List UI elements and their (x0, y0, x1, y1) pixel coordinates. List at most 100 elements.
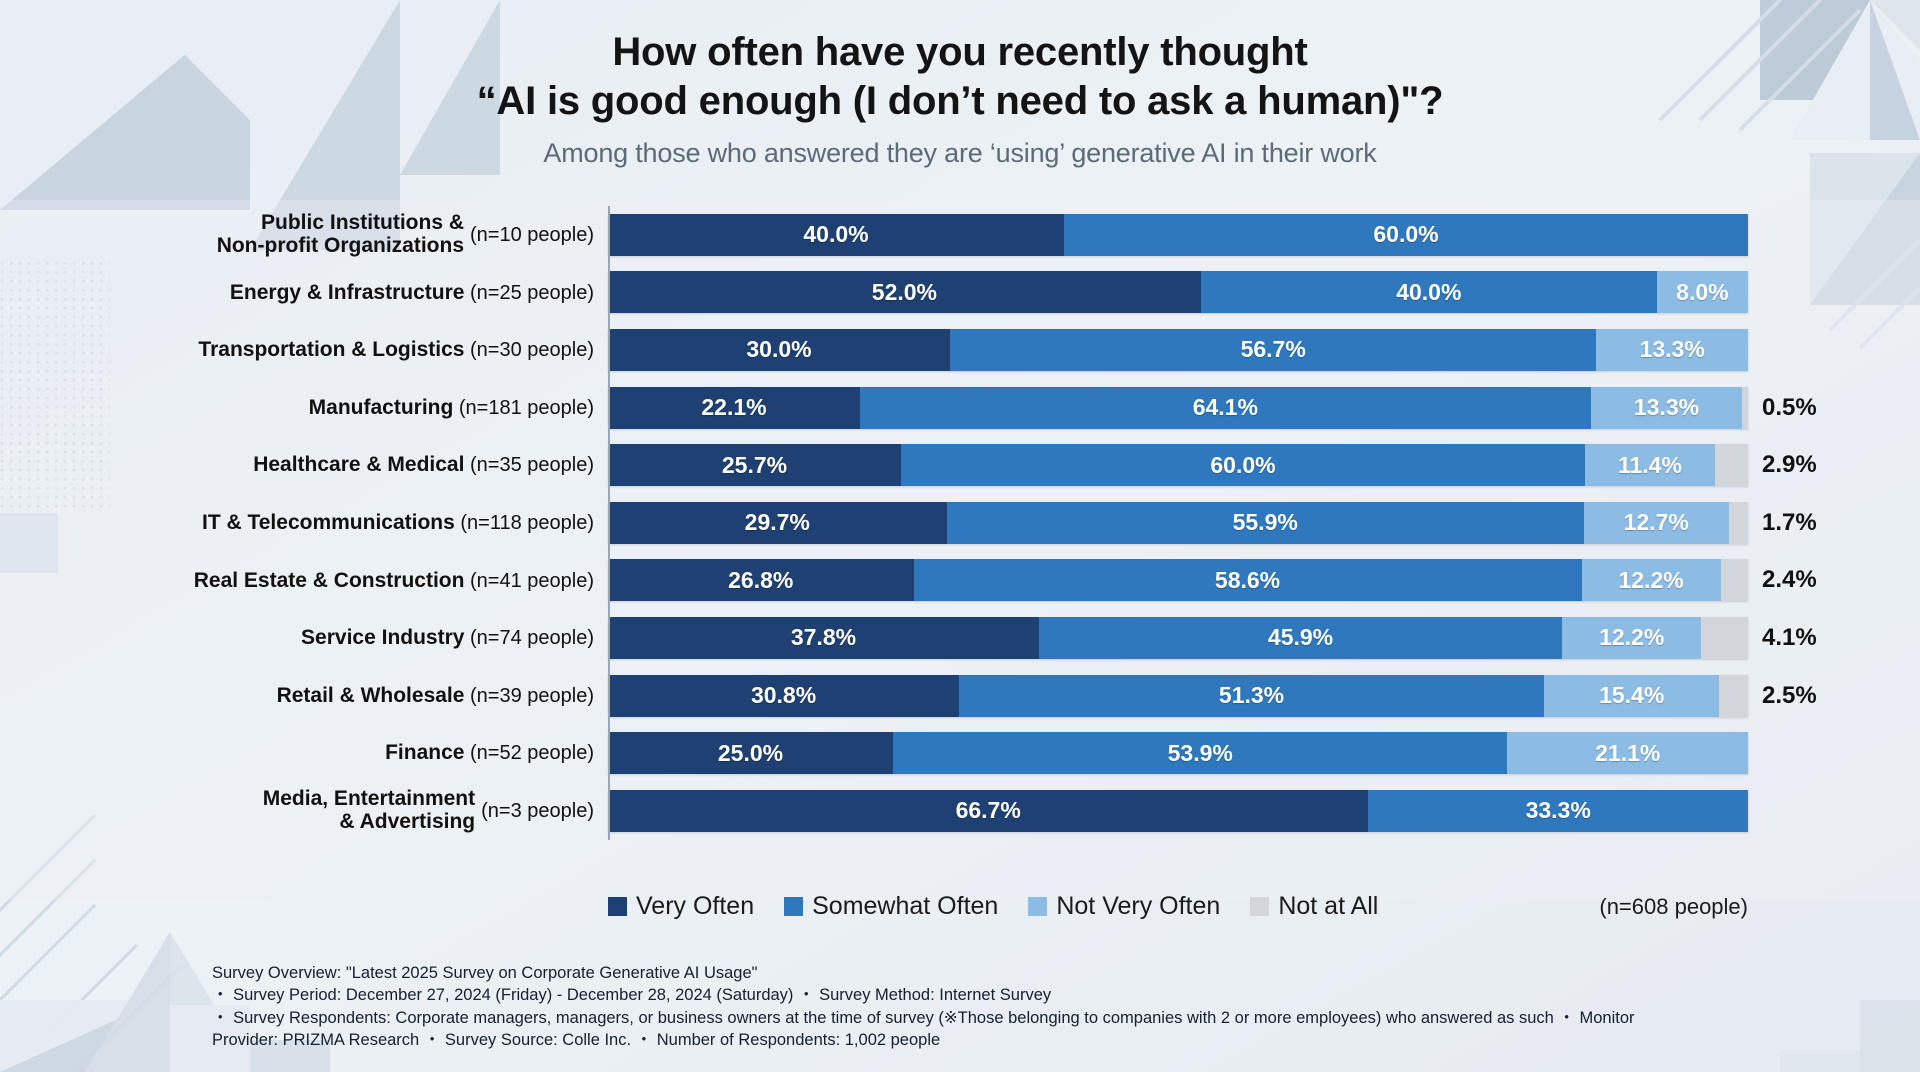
segment-value-label: 37.8% (790, 624, 857, 651)
bar-segment-not-very-often[interactable]: 11.4% (1584, 444, 1715, 487)
bar-container: 25.7% 60.0% 11.4% 2.9% (608, 436, 1920, 494)
stacked-bar[interactable]: 25.7% 60.0% 11.4% (608, 444, 1748, 487)
bar-container: 66.7% 33.3% (608, 782, 1920, 840)
row-category-label: Service Industry (301, 626, 465, 650)
outside-value-label: 2.5% (1762, 681, 1817, 709)
stacked-bar[interactable]: 40.0% 60.0% (608, 213, 1748, 256)
row-label: Transportation & Logistics (n=30 people) (0, 338, 608, 362)
bar-segment-very-often[interactable]: 30.8% (608, 674, 960, 717)
bar-segment-not-very-often[interactable]: 12.2% (1581, 559, 1721, 602)
bar-segment-somewhat-often[interactable]: 51.3% (959, 674, 1544, 717)
bar-segment-somewhat-often[interactable]: 45.9% (1038, 616, 1563, 659)
legend-swatch-icon (1250, 897, 1270, 916)
chart-row: Healthcare & Medical (n=35 people) 25.7% 6… (0, 436, 1920, 494)
legend-swatch-icon (784, 897, 804, 916)
bar-segment-not-very-often[interactable]: 13.3% (1596, 328, 1748, 371)
title-line-1: How often have you recently thought (612, 30, 1308, 74)
segment-value-label: 12.2% (1618, 566, 1684, 593)
page-title: How often have you recently thought “AI … (0, 28, 1920, 126)
bar-segment-not-very-often[interactable]: 13.3% (1590, 386, 1743, 429)
bar-segment-not-at-all[interactable] (1720, 559, 1748, 602)
bar-segment-somewhat-often[interactable]: 60.0% (1064, 213, 1748, 256)
bar-segment-very-often[interactable]: 40.0% (608, 213, 1064, 256)
bar-segment-not-very-often[interactable]: 12.7% (1583, 501, 1729, 544)
segment-value-label: 33.3% (1525, 797, 1591, 824)
bar-container: 30.0% 56.7% 13.3% (608, 321, 1920, 379)
bar-segment-not-at-all[interactable] (1742, 386, 1748, 429)
segment-value-label: 40.0% (803, 221, 869, 248)
chart-row: Manufacturing (n=181 people) 22.1% 64.1% 13… (0, 379, 1920, 437)
bar-segment-very-often[interactable]: 22.1% (608, 386, 860, 429)
bar-container: 22.1% 64.1% 13.3% 0.5% (608, 379, 1920, 437)
row-sample-size: (n=74 people) (464, 627, 594, 650)
bar-segment-not-at-all[interactable] (1728, 501, 1748, 544)
bar-segment-not-at-all[interactable] (1719, 674, 1748, 717)
bar-segment-very-often[interactable]: 25.7% (608, 444, 901, 487)
bar-segment-somewhat-often[interactable]: 55.9% (946, 501, 1584, 544)
bar-container: 52.0% 40.0% 8.0% (608, 264, 1920, 322)
bar-segment-not-very-often[interactable]: 8.0% (1656, 271, 1748, 314)
bar-segment-not-at-all[interactable] (1701, 616, 1748, 659)
bar-segment-very-often[interactable]: 26.8% (608, 559, 914, 602)
legend-item[interactable]: Not at All (1250, 892, 1378, 921)
legend-item[interactable]: Not Very Often (1028, 892, 1220, 921)
bar-segment-somewhat-often[interactable]: 56.7% (950, 328, 1597, 371)
bar-segment-very-often[interactable]: 37.8% (608, 616, 1039, 659)
bar-segment-very-often[interactable]: 66.7% (608, 789, 1369, 832)
segment-value-label: 25.0% (717, 739, 784, 766)
bar-segment-somewhat-often[interactable]: 64.1% (859, 386, 1591, 429)
bar-segment-not-very-often[interactable]: 21.1% (1507, 732, 1748, 775)
row-sample-size: (n=3 people) (481, 799, 594, 822)
legend-item[interactable]: Somewhat Often (784, 892, 998, 921)
legend-item[interactable]: Very Often (608, 892, 754, 921)
bar-segment-very-often[interactable]: 30.0% (608, 328, 950, 371)
segment-value-label: 26.8% (728, 566, 794, 593)
bar-segment-not-very-often[interactable]: 12.2% (1562, 616, 1702, 659)
row-sample-size: (n=41 people) (464, 569, 594, 592)
stacked-bar[interactable]: 52.0% 40.0% 8.0% (608, 271, 1748, 314)
row-category-label: Healthcare & Medical (253, 453, 465, 477)
legend-label: Very Often (636, 892, 755, 920)
stacked-bar[interactable]: 25.0% 53.9% 21.1% (608, 732, 1748, 775)
row-sample-size: (n=10 people) (470, 223, 594, 246)
segment-value-label: 12.7% (1623, 509, 1689, 536)
bar-segment-not-very-often[interactable]: 15.4% (1543, 674, 1720, 717)
footnote-line-1: Survey Overview: "Latest 2025 Survey on … (212, 964, 758, 982)
row-sample-size: (n=181 people) (453, 396, 594, 419)
title-line-2: “AI is good enough (I don’t need to ask … (476, 78, 1444, 123)
row-label: Energy & Infrastructure (n=25 people) (0, 281, 608, 305)
stacked-bar[interactable]: 22.1% 64.1% 13.3% (608, 386, 1748, 429)
bar-segment-somewhat-often[interactable]: 33.3% (1368, 789, 1748, 832)
row-label: Finance (n=52 people) (0, 741, 608, 765)
legend-label: Not at All (1278, 892, 1379, 920)
row-sample-size: (n=25 people) (464, 281, 594, 304)
row-label: Public Institutions & Non-profit Organiza… (0, 211, 608, 257)
bar-segment-somewhat-often[interactable]: 40.0% (1200, 271, 1657, 314)
row-label: Media, Entertainment & Advertising (n=3 p… (0, 787, 608, 833)
bar-segment-very-often[interactable]: 25.0% (608, 732, 893, 775)
stacked-bar[interactable]: 30.8% 51.3% 15.4% (608, 674, 1748, 717)
footnote: Survey Overview: "Latest 2025 Survey on … (212, 962, 1692, 1052)
bar-container: 40.0% 60.0% (608, 206, 1920, 264)
chart-row: Public Institutions & Non-profit Organiza… (0, 206, 1920, 264)
bar-segment-not-at-all[interactable] (1714, 444, 1748, 487)
stacked-bar[interactable]: 29.7% 55.9% 12.7% (608, 501, 1748, 544)
chart-header: How often have you recently thought “AI … (0, 0, 1920, 169)
segment-value-label: 55.9% (1232, 509, 1298, 536)
row-category-label: Manufacturing (308, 395, 454, 419)
segment-value-label: 13.3% (1639, 336, 1705, 363)
bar-segment-somewhat-often[interactable]: 53.9% (893, 732, 1508, 775)
footnote-line-2: ・ Survey Period: December 27, 2024 (Frid… (212, 986, 1052, 1005)
bar-segment-very-often[interactable]: 29.7% (608, 501, 947, 544)
stacked-bar[interactable]: 37.8% 45.9% 12.2% (608, 616, 1748, 659)
bar-segment-very-often[interactable]: 52.0% (608, 271, 1201, 314)
segment-value-label: 21.1% (1595, 739, 1661, 766)
stacked-bar[interactable]: 30.0% 56.7% 13.3% (608, 328, 1748, 371)
stacked-bar[interactable]: 26.8% 58.6% 12.2% (608, 559, 1748, 602)
stacked-bar[interactable]: 66.7% 33.3% (608, 789, 1748, 832)
row-category-label: Energy & Infrastructure (229, 280, 465, 304)
bar-segment-somewhat-often[interactable]: 60.0% (900, 444, 1585, 487)
bar-segment-somewhat-often[interactable]: 58.6% (913, 559, 1582, 602)
legend-swatch-icon (608, 897, 627, 916)
